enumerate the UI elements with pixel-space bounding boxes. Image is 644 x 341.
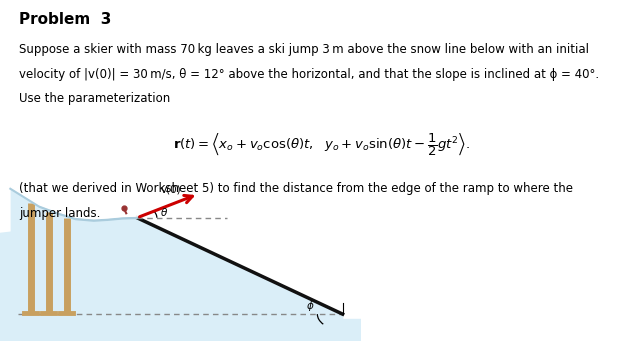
Text: v(0): v(0) <box>160 184 181 195</box>
Text: (that we derived in Worksheet 5) to find the distance from the edge of the ramp : (that we derived in Worksheet 5) to find… <box>19 182 573 195</box>
Polygon shape <box>0 218 343 341</box>
Text: ϕ: ϕ <box>307 300 314 311</box>
Text: Problem  3: Problem 3 <box>19 12 111 27</box>
Text: velocity of |v(0)| = 30 m/s, θ = 12° above the horizontal, and that the slope is: velocity of |v(0)| = 30 m/s, θ = 12° abo… <box>19 68 600 80</box>
Text: θ: θ <box>160 208 167 218</box>
Polygon shape <box>332 318 361 341</box>
Text: $\mathbf{r}(t) = \left\langle x_o + v_o\cos(\theta)t,\ \ y_o + v_o\sin(\theta)t : $\mathbf{r}(t) = \left\langle x_o + v_o\… <box>173 131 471 158</box>
Text: Use the parameterization: Use the parameterization <box>19 92 171 105</box>
Text: Suppose a skier with mass 70 kg leaves a ski jump 3 m above the snow line below : Suppose a skier with mass 70 kg leaves a… <box>19 43 589 56</box>
Text: jumper lands.: jumper lands. <box>19 207 100 220</box>
